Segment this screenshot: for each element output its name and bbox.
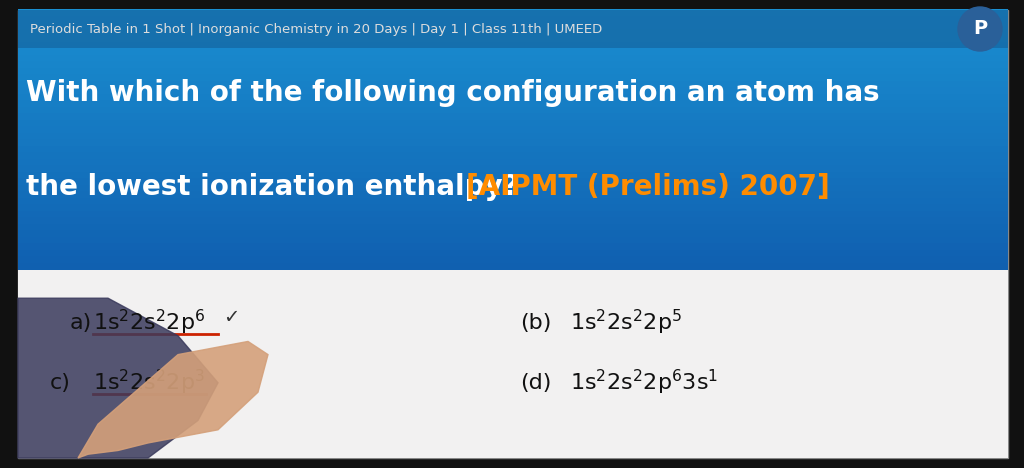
Bar [18,42,1008,49]
Text: $\mathregular{1s^{2}2s^{2}2p^{6}}$: $\mathregular{1s^{2}2s^{2}2p^{6}}$ [93,308,205,337]
Bar [18,159,1008,166]
Circle shape [958,7,1002,51]
Bar [18,230,1008,237]
Bar [18,165,1008,173]
Bar [18,87,1008,95]
Bar [18,263,1008,270]
Bar [18,9,1008,16]
Bar [18,178,1008,185]
Bar [18,113,1008,120]
Text: the lowest ionization enthalpy?: the lowest ionization enthalpy? [26,173,519,201]
Bar [18,171,1008,179]
Bar [18,54,1008,62]
Text: a): a) [70,313,92,333]
Polygon shape [78,342,268,458]
Bar [18,152,1008,160]
Bar [18,197,1008,205]
Text: (d): (d) [520,373,551,393]
Bar [18,74,1008,81]
Text: $\mathregular{1s^{2}2s^{2}2p^{6}3s^{1}}$: $\mathregular{1s^{2}2s^{2}2p^{6}3s^{1}}$ [570,368,718,397]
Bar [18,119,1008,127]
Text: (b): (b) [520,313,551,333]
Bar [18,100,1008,108]
Bar [18,184,1008,192]
Bar [18,204,1008,212]
Bar [18,191,1008,198]
Bar [18,22,1008,29]
Bar [18,139,1008,146]
Bar [18,48,1008,56]
Bar [18,236,1008,244]
Bar [18,29,1008,36]
Text: $\mathregular{1s^{2}2s^{2}2p^{3}}$: $\mathregular{1s^{2}2s^{2}2p^{3}}$ [93,368,205,397]
Text: P: P [973,20,987,38]
Polygon shape [18,298,218,458]
Bar [18,126,1008,133]
Bar [18,132,1008,140]
Bar [18,211,1008,218]
Bar [18,224,1008,231]
Text: ✓: ✓ [223,308,240,327]
Bar [18,270,1008,458]
Bar [18,94,1008,101]
Bar [18,35,1008,43]
Bar [18,249,1008,257]
Bar [18,61,1008,68]
Bar [18,243,1008,250]
Bar [18,80,1008,88]
Bar [18,107,1008,114]
Text: $\mathregular{1s^{2}2s^{2}2p^{5}}$: $\mathregular{1s^{2}2s^{2}2p^{5}}$ [570,308,682,337]
Text: [AIPMT (Prelims) 2007]: [AIPMT (Prelims) 2007] [466,173,829,201]
Text: With which of the following configuration an atom has: With which of the following configuratio… [26,79,880,107]
Bar [18,67,1008,75]
Bar [18,146,1008,153]
Bar [18,10,1008,48]
Text: c): c) [50,373,71,393]
Bar [18,256,1008,263]
Text: Periodic Table in 1 Shot | Inorganic Chemistry in 20 Days | Day 1 | Class 11th |: Periodic Table in 1 Shot | Inorganic Che… [30,22,602,36]
Bar [18,15,1008,23]
Bar [18,217,1008,225]
